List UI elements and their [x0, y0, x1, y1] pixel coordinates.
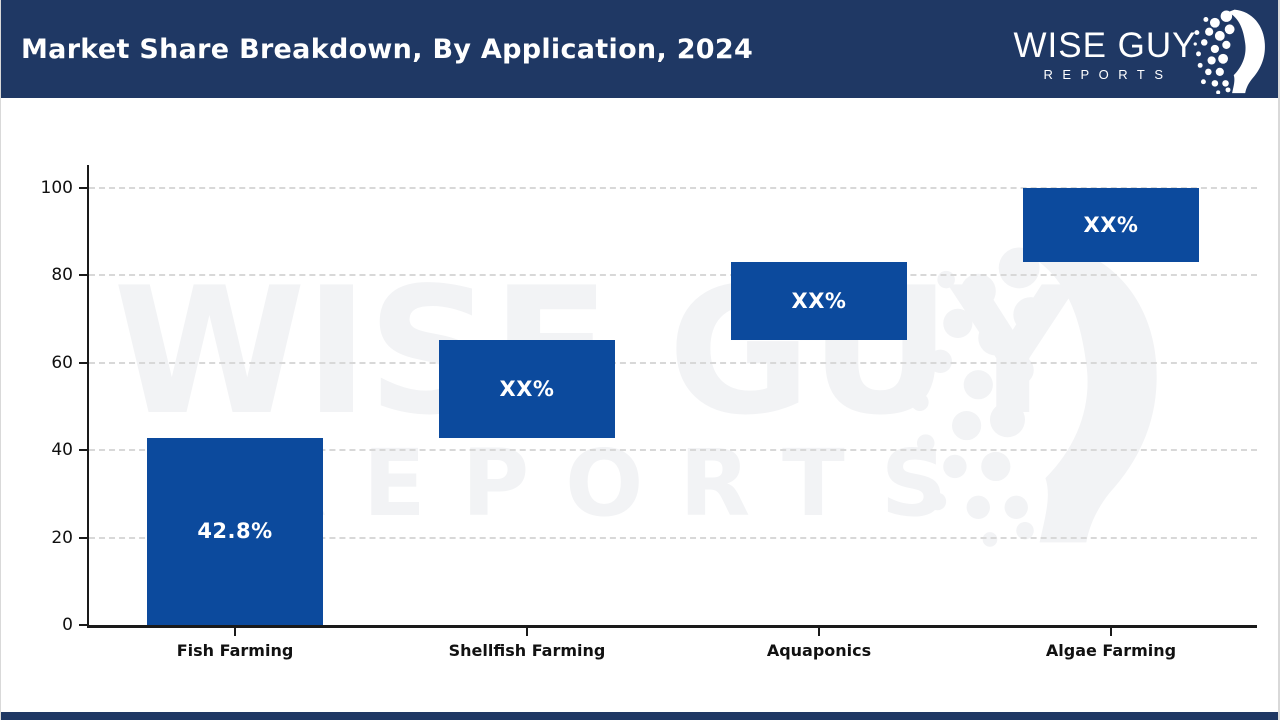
- header-bar: Market Share Breakdown, By Application, …: [1, 0, 1278, 98]
- wise-guy-logo: WISE GUY REPORTS: [1011, 6, 1269, 94]
- bar-value-label: XX%: [791, 288, 847, 313]
- y-tick-label: 20: [51, 527, 73, 548]
- x-axis-tick: [234, 628, 236, 636]
- bar-shellfish-farming: XX%: [439, 339, 615, 438]
- bar-value-label: XX%: [1083, 212, 1139, 237]
- chart-title: Market Share Breakdown, By Application, …: [21, 33, 754, 65]
- gridline: [89, 361, 1257, 364]
- logo-wordmark: WISE GUY REPORTS: [1011, 28, 1199, 82]
- x-axis-tick: [526, 628, 528, 636]
- y-tick-label: 40: [51, 440, 73, 460]
- y-tick-label: 0: [62, 615, 73, 635]
- watermark-head-icon: [902, 244, 1157, 547]
- y-axis-tick: [79, 361, 87, 364]
- y-axis: [87, 165, 89, 628]
- gridline: [89, 274, 1257, 276]
- logo-wordmark-line2: REPORTS: [1043, 67, 1173, 82]
- logo-wordmark-line1: WISE GUY: [1013, 26, 1197, 65]
- category-label: Aquaponics: [766, 641, 872, 660]
- y-tick-label: 100: [40, 177, 73, 198]
- bar-aquaponics: XX%: [731, 261, 907, 340]
- y-axis-tick: [79, 449, 87, 451]
- bar-fish-farming: 42.8%: [147, 437, 323, 625]
- y-tick-label: 80: [51, 265, 73, 285]
- category-label: Fish Farming: [176, 641, 294, 660]
- bar-value-label: 42.8%: [197, 519, 273, 544]
- gridline: [89, 186, 1257, 189]
- bar-value-label: XX%: [499, 376, 555, 401]
- y-axis-tick: [79, 186, 87, 189]
- bar-algae-farming: XX%: [1023, 187, 1199, 262]
- logo-head-icon: [1193, 9, 1265, 94]
- y-axis-tick: [79, 624, 87, 626]
- x-axis: [87, 625, 1257, 628]
- gridline: [89, 449, 1257, 451]
- footer-bar: [1, 712, 1278, 720]
- watermark-subtext: REPORTS: [256, 430, 984, 537]
- category-label: Algae Farming: [1045, 641, 1177, 660]
- category-label: Shellfish Farming: [448, 641, 606, 660]
- y-axis-tick: [79, 536, 87, 539]
- gridline: [89, 536, 1257, 539]
- x-axis-tick: [1110, 628, 1112, 636]
- y-tick-label: 60: [51, 352, 73, 373]
- x-axis-tick: [818, 628, 820, 636]
- y-axis-tick: [79, 274, 87, 276]
